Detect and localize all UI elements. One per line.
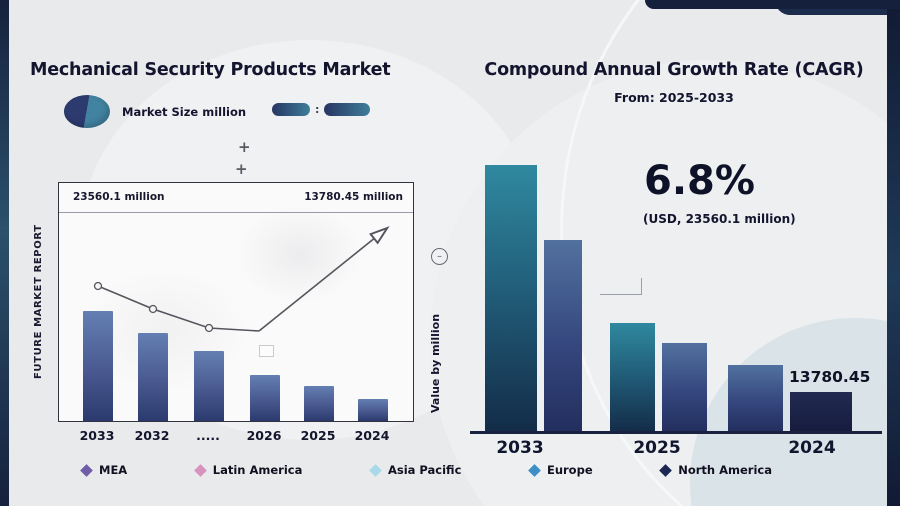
legend-label: Europe [546, 463, 593, 477]
region-legend: MEA Latin America Asia Pacific Europe North … [80, 463, 772, 477]
x-label-2033: 2033 [79, 428, 115, 443]
legend-item-north-america: North America [659, 463, 772, 477]
cagr-bar-2025-teal [610, 323, 655, 432]
legend-item-asia-pacific: Asia Pacific [369, 463, 462, 477]
plus-icon: + [238, 138, 251, 156]
market-size-legend: Market Size million [64, 95, 246, 128]
cagr-bar-2033-blue [544, 240, 582, 432]
pill-icon [324, 103, 371, 116]
pill-icon [272, 103, 310, 116]
market-size-chart: 23560.1 million 13780.45 million [58, 182, 414, 422]
legend-item-europe: Europe [528, 463, 593, 477]
gridline [59, 212, 413, 213]
page-title-left: Mechanical Security Products Market [30, 60, 391, 80]
mini-rect-decoration [259, 345, 274, 357]
top-edge-strip [645, 0, 900, 9]
diamond-icon [528, 463, 541, 477]
cagr-bar-group-2025 [610, 323, 707, 432]
diamond-icon [193, 463, 207, 477]
market-size-bar-2025 [304, 386, 334, 421]
pill-separator: : [315, 103, 320, 116]
diamond-icon [80, 463, 93, 477]
x-label-2025: 2025 [300, 428, 336, 443]
cagr-period-subtitle: From: 2025-2033 [614, 90, 734, 105]
legend-item-latin-america: Latin America [193, 463, 303, 477]
market-size-bar-2032 [138, 333, 168, 421]
bars-layer [59, 183, 413, 421]
plus-icon: + [235, 160, 248, 178]
cagr-bar-2033-teal [485, 165, 537, 432]
market-size-bar-2026 [250, 375, 280, 421]
legend-item-mea: MEA [80, 463, 128, 477]
legend-label: Asia Pacific [387, 463, 462, 477]
cagr-bar-group-2024 [728, 365, 852, 432]
cagr-x-axis-line [470, 431, 882, 434]
legend-label: MEA [99, 463, 128, 477]
diamond-icon [659, 463, 673, 477]
annotation-2024-value: 13780.45 million [304, 191, 403, 203]
page-title-right: Compound Annual Growth Rate (CAGR) [484, 60, 864, 80]
cagr-bar-2025-blue [662, 343, 707, 432]
bracket-decoration [600, 278, 642, 295]
annotation-2033-value: 23560.1 million [73, 191, 165, 203]
cagr-x-label-2024: 2024 [788, 438, 836, 458]
cagr-bar-2024-blue [728, 365, 783, 432]
cagr-bar-group-2033 [485, 165, 582, 432]
value-axis-label: Value by million [429, 313, 442, 413]
gradient-pills-decoration: : [272, 103, 371, 116]
diamond-icon [369, 463, 382, 477]
market-size-bar-2033 [83, 311, 113, 421]
legend-label: Latin America [212, 463, 303, 477]
left-edge-strip [0, 0, 9, 506]
market-size-label: Market Size million [122, 104, 247, 119]
cagr-value: 6.8% [644, 158, 755, 204]
cagr-x-label-2025: 2025 [633, 438, 681, 458]
cagr-x-axis-labels: 2033 2025 2024 [470, 438, 882, 460]
x-label-.....: ..... [196, 428, 220, 443]
bar-value-label-2024: 13780.45 [789, 368, 871, 386]
market-size-bar-2024 [358, 399, 388, 421]
x-label-2026: 2026 [246, 428, 282, 443]
x-label-2024: 2024 [354, 428, 390, 443]
minus-circle-icon: – [431, 248, 448, 265]
market-size-bar-..... [194, 351, 224, 421]
legend-label: North America [678, 463, 772, 477]
cagr-note: (USD, 23560.1 million) [643, 212, 796, 226]
cagr-bar-2024-navy [790, 392, 852, 432]
x-axis-labels: 2033 2032..... 2026 2025 2024 [58, 428, 414, 446]
trend-arrow-line [93, 226, 390, 333]
market-size-sphere-icon [64, 95, 110, 128]
cagr-chart [470, 150, 882, 432]
cagr-x-label-2033: 2033 [496, 438, 544, 458]
future-market-report-label: FUTURE MARKET REPORT [33, 224, 44, 380]
right-edge-strip [887, 0, 900, 506]
x-label-2032: 2032 [134, 428, 170, 443]
